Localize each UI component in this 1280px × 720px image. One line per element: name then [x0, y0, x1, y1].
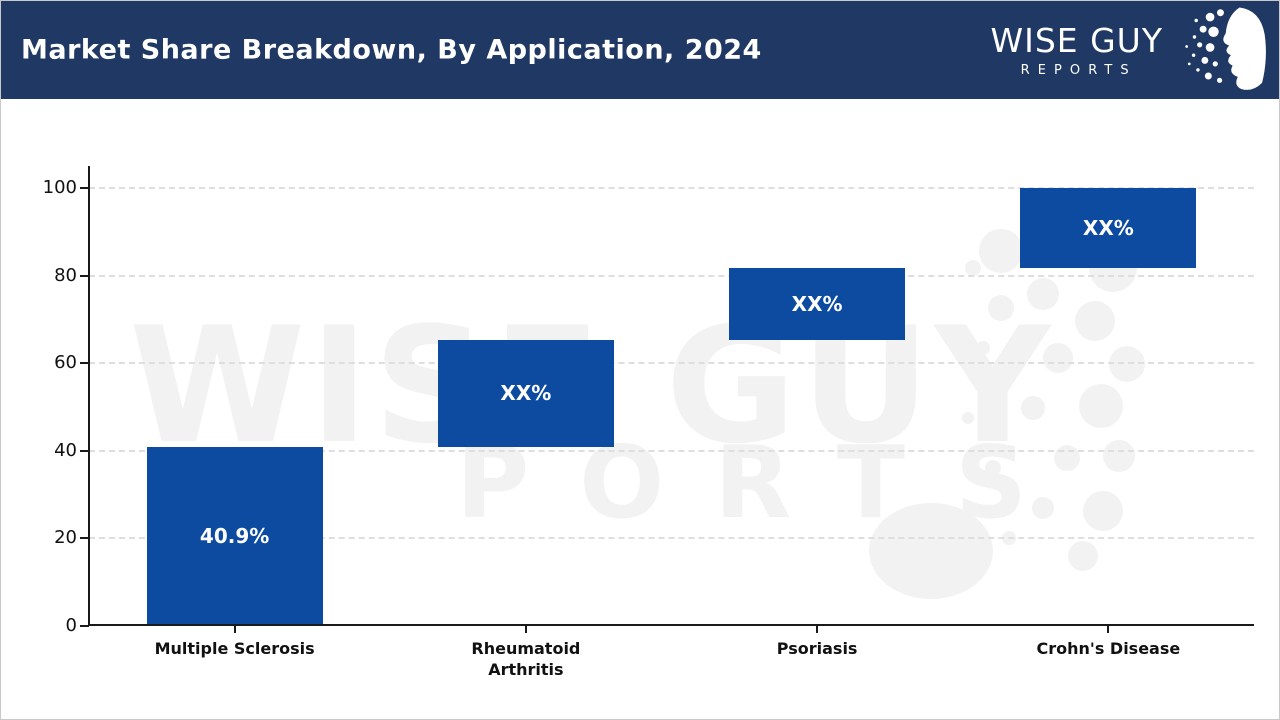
logo-subtext: REPORTS: [1020, 62, 1137, 78]
y-tick-label: 60: [54, 352, 77, 374]
x-axis-line: [88, 624, 1254, 626]
logo-text: WISE GUY REPORTS: [990, 24, 1163, 77]
header: Market Share Breakdown, By Application, …: [1, 1, 1279, 99]
bar-value-label: 40.9%: [199, 524, 270, 549]
x-tick-label: Psoriasis: [776, 639, 858, 658]
page-title: Market Share Breakdown, By Application, …: [21, 34, 762, 66]
bar-value-label: XX%: [791, 291, 843, 316]
x-tick-label: Crohn's Disease: [1036, 639, 1181, 658]
x-tick-label: Multiple Sclerosis: [154, 639, 315, 658]
gridline: [89, 362, 1254, 365]
x-axis-tick: [233, 626, 236, 633]
y-tick-label: 0: [65, 615, 77, 636]
x-axis-tick: [524, 626, 527, 633]
y-axis-tick: [80, 449, 89, 452]
gridline: [89, 274, 1254, 277]
bar: XX%: [729, 267, 906, 340]
gridline: [89, 449, 1254, 452]
bar: XX%: [1020, 188, 1197, 268]
y-tick-label: 20: [54, 527, 77, 549]
gridline: [89, 187, 1254, 189]
x-axis-tick: [1107, 626, 1110, 633]
y-axis-tick: [80, 625, 89, 627]
bar-value-label: XX%: [1082, 215, 1134, 240]
y-axis-tick: [80, 187, 89, 189]
logo-wordmark: WISE GUY: [990, 20, 1163, 60]
x-axis-tick: [816, 626, 819, 633]
y-axis-line: [88, 166, 90, 626]
y-axis-tick: [80, 537, 89, 540]
bar-value-label: XX%: [500, 381, 552, 406]
x-tick-label: Rheumatoid Arthritis: [471, 639, 581, 679]
gridline: [89, 537, 1254, 540]
y-tick-label: 40: [54, 439, 77, 461]
y-tick-label: 80: [54, 264, 77, 286]
bar: XX%: [437, 339, 614, 447]
y-axis-tick: [80, 274, 89, 277]
wise-guy-logo: WISE GUY REPORTS: [990, 5, 1269, 95]
logo-face-icon: [1185, 7, 1266, 90]
y-tick-label: 100: [42, 177, 77, 198]
bar: 40.9%: [146, 446, 323, 626]
y-axis-tick: [80, 362, 89, 365]
